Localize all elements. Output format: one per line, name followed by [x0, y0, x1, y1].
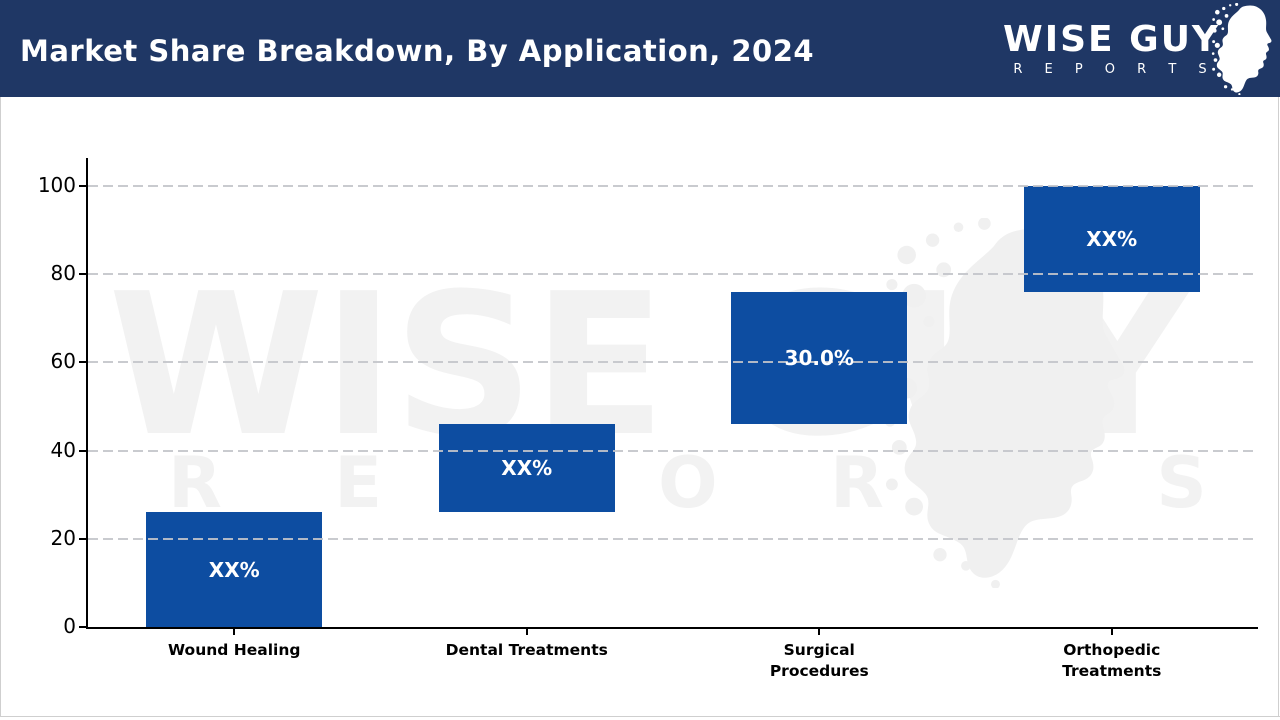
y-tick-label: 80: [50, 261, 76, 286]
x-tick-label-line: Surgical: [783, 641, 855, 659]
logo-head-icon: [1211, 2, 1272, 95]
page-border-left: [0, 97, 1, 717]
page-border-right: [1278, 97, 1279, 717]
y-tick-mark: [79, 361, 88, 364]
gridline: [88, 361, 1258, 364]
y-tick-mark: [79, 449, 88, 452]
y-tick-label: 40: [50, 437, 76, 462]
x-tick-mark: [1110, 629, 1113, 635]
bar-label: XX%: [1086, 226, 1138, 251]
y-tick-mark: [79, 626, 88, 628]
bar: [146, 512, 323, 627]
gridline: [88, 537, 1258, 540]
page-title: Market Share Breakdown, By Application, …: [20, 34, 815, 68]
bar-label: XX%: [501, 456, 553, 481]
bar: [438, 424, 615, 513]
logo-reports-label: R E P O R T S: [1013, 61, 1216, 77]
x-tick-label: Dental Treatments: [417, 640, 637, 661]
gridline: [88, 185, 1258, 187]
wise-guy-reports-logo: WISE GUY R E P O R T S: [1003, 2, 1278, 95]
x-tick-mark: [233, 629, 236, 635]
y-tick-label: 100: [37, 173, 76, 197]
y-tick-mark: [79, 185, 88, 187]
x-tick-mark: [818, 629, 821, 635]
x-axis-line: [86, 627, 1258, 629]
x-tick-label-line: Wound Healing: [168, 641, 301, 659]
x-tick-label-line: Procedures: [769, 662, 869, 680]
x-tick-label: Orthopedic Treatments: [1002, 640, 1222, 682]
y-tick-mark: [79, 273, 88, 276]
x-tick-label: Wound Healing: [124, 640, 344, 661]
gridline: [88, 449, 1258, 452]
bar-label: 30.0%: [784, 345, 854, 370]
bar-label: XX%: [208, 557, 260, 582]
bar: [731, 291, 908, 425]
logo-text: WISE GUY R E P O R T S: [1002, 18, 1220, 77]
gridline: [88, 273, 1258, 276]
x-tick-label: Surgical Procedures: [709, 640, 929, 682]
x-tick-label-line: Dental Treatments: [445, 641, 608, 659]
y-axis-line: [86, 158, 88, 629]
x-tick-label-line: Orthopedic: [1063, 641, 1161, 659]
y-tick-mark: [79, 537, 88, 540]
y-tick-label: 20: [50, 525, 76, 550]
logo-wiseguy-label: WISE GUY: [1002, 18, 1220, 60]
x-tick-mark: [525, 629, 528, 635]
page-border-bottom: [0, 716, 1280, 717]
header-bar: Market Share Breakdown, By Application, …: [0, 0, 1280, 97]
y-tick-label: 60: [50, 349, 76, 374]
x-tick-label-line: Treatments: [1062, 662, 1162, 680]
y-tick-label: 0: [63, 614, 76, 638]
